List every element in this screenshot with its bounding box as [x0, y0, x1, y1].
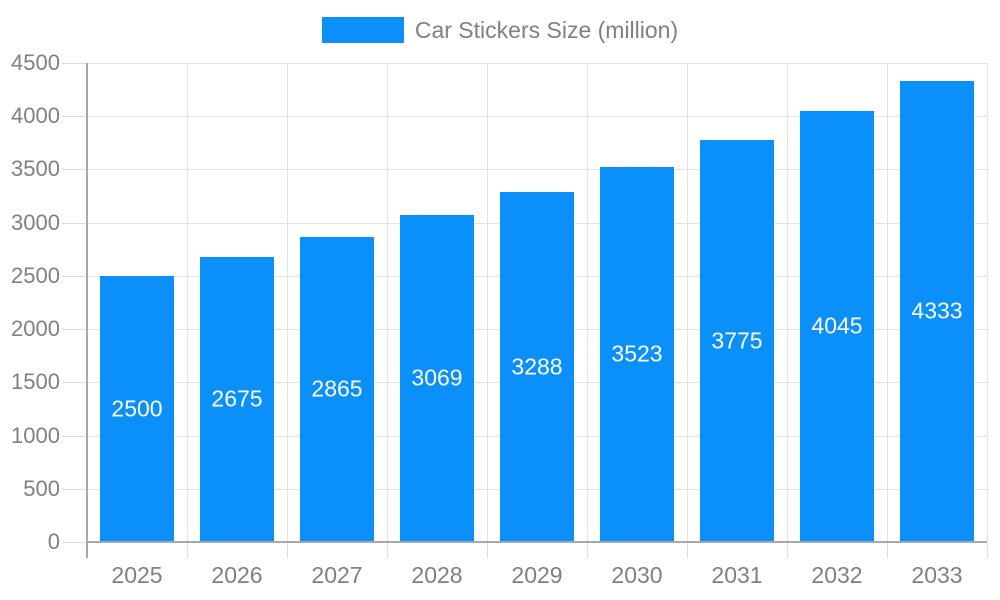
bar-value-label: 4045: [811, 312, 863, 339]
x-axis-tick: [487, 542, 488, 558]
x-gridline: [987, 63, 988, 542]
x-axis-tick: [987, 542, 988, 558]
x-gridline: [287, 63, 288, 542]
y-axis-tick: [62, 223, 87, 224]
x-axis-tick: [187, 542, 188, 558]
bar[interactable]: 2865: [300, 237, 374, 541]
x-tick-label: 2031: [711, 562, 763, 588]
x-axis-line: [87, 541, 987, 543]
x-axis-tick: [587, 542, 588, 558]
y-axis-tick: [62, 542, 87, 543]
bar-value-label: 3523: [611, 340, 663, 367]
bar[interactable]: 3775: [700, 140, 774, 541]
x-axis-tick: [887, 542, 888, 558]
x-gridline: [787, 63, 788, 542]
bar[interactable]: 4333: [900, 81, 974, 541]
y-tick-label: 3000: [11, 210, 60, 235]
y-axis-tick: [62, 329, 87, 330]
legend-label: Car Stickers Size (million): [414, 17, 679, 43]
x-axis-tick: [787, 542, 788, 558]
bar-value-label: 3288: [511, 353, 563, 379]
x-gridline: [887, 63, 888, 542]
bar[interactable]: 2675: [200, 257, 274, 541]
y-tick-label: 4000: [11, 103, 60, 128]
y-axis-tick: [62, 169, 87, 170]
bar-value-label: 2675: [211, 385, 263, 412]
y-tick-label: 3500: [11, 156, 60, 181]
y-tick-label: 2500: [11, 263, 60, 288]
legend[interactable]: Car Stickers Size (million): [0, 17, 1000, 43]
x-tick-label: 2027: [311, 562, 363, 588]
bar[interactable]: 2500: [100, 276, 174, 541]
x-gridline: [687, 63, 688, 542]
x-tick-label: 2033: [911, 562, 963, 588]
x-axis-tick: [687, 542, 688, 558]
x-gridline: [587, 63, 588, 542]
legend-swatch: [321, 17, 404, 43]
x-axis-tick: [387, 542, 388, 558]
bar-value-label: 2865: [311, 375, 363, 402]
x-tick-label: 2029: [511, 562, 563, 588]
y-tick-label: 2000: [11, 316, 60, 341]
x-axis-tick: [287, 542, 288, 558]
x-tick-label: 2026: [211, 562, 263, 588]
y-gridline: [87, 169, 987, 170]
x-tick-label: 2025: [111, 562, 163, 588]
bar-value-label: 3775: [711, 327, 763, 353]
y-tick-label: 4500: [11, 50, 60, 75]
y-tick-label: 1000: [11, 423, 60, 448]
y-axis-tick: [62, 436, 87, 437]
y-axis-tick: [62, 382, 87, 383]
y-gridline: [87, 116, 987, 117]
y-axis-line: [86, 63, 88, 558]
y-tick-label: 500: [23, 476, 60, 501]
y-axis-tick: [62, 63, 87, 64]
bar[interactable]: 3288: [500, 192, 574, 541]
y-axis-tick: [62, 489, 87, 490]
bar-value-label: 4333: [911, 297, 963, 324]
x-tick-label: 2028: [411, 562, 463, 588]
y-axis-tick: [62, 276, 87, 277]
bar-value-label: 3069: [411, 364, 463, 391]
y-tick-label: 1500: [11, 369, 60, 394]
bar-value-label: 2500: [111, 395, 163, 421]
y-tick-label: 0: [47, 529, 60, 554]
bar[interactable]: 3069: [400, 215, 474, 541]
x-gridline: [487, 63, 488, 542]
x-tick-label: 2030: [611, 562, 663, 588]
y-gridline: [87, 63, 987, 64]
y-axis-tick: [62, 116, 87, 117]
x-gridline: [387, 63, 388, 542]
x-gridline: [187, 63, 188, 542]
bar[interactable]: 3523: [600, 167, 674, 541]
x-tick-label: 2032: [811, 562, 863, 588]
bar[interactable]: 4045: [800, 111, 874, 541]
